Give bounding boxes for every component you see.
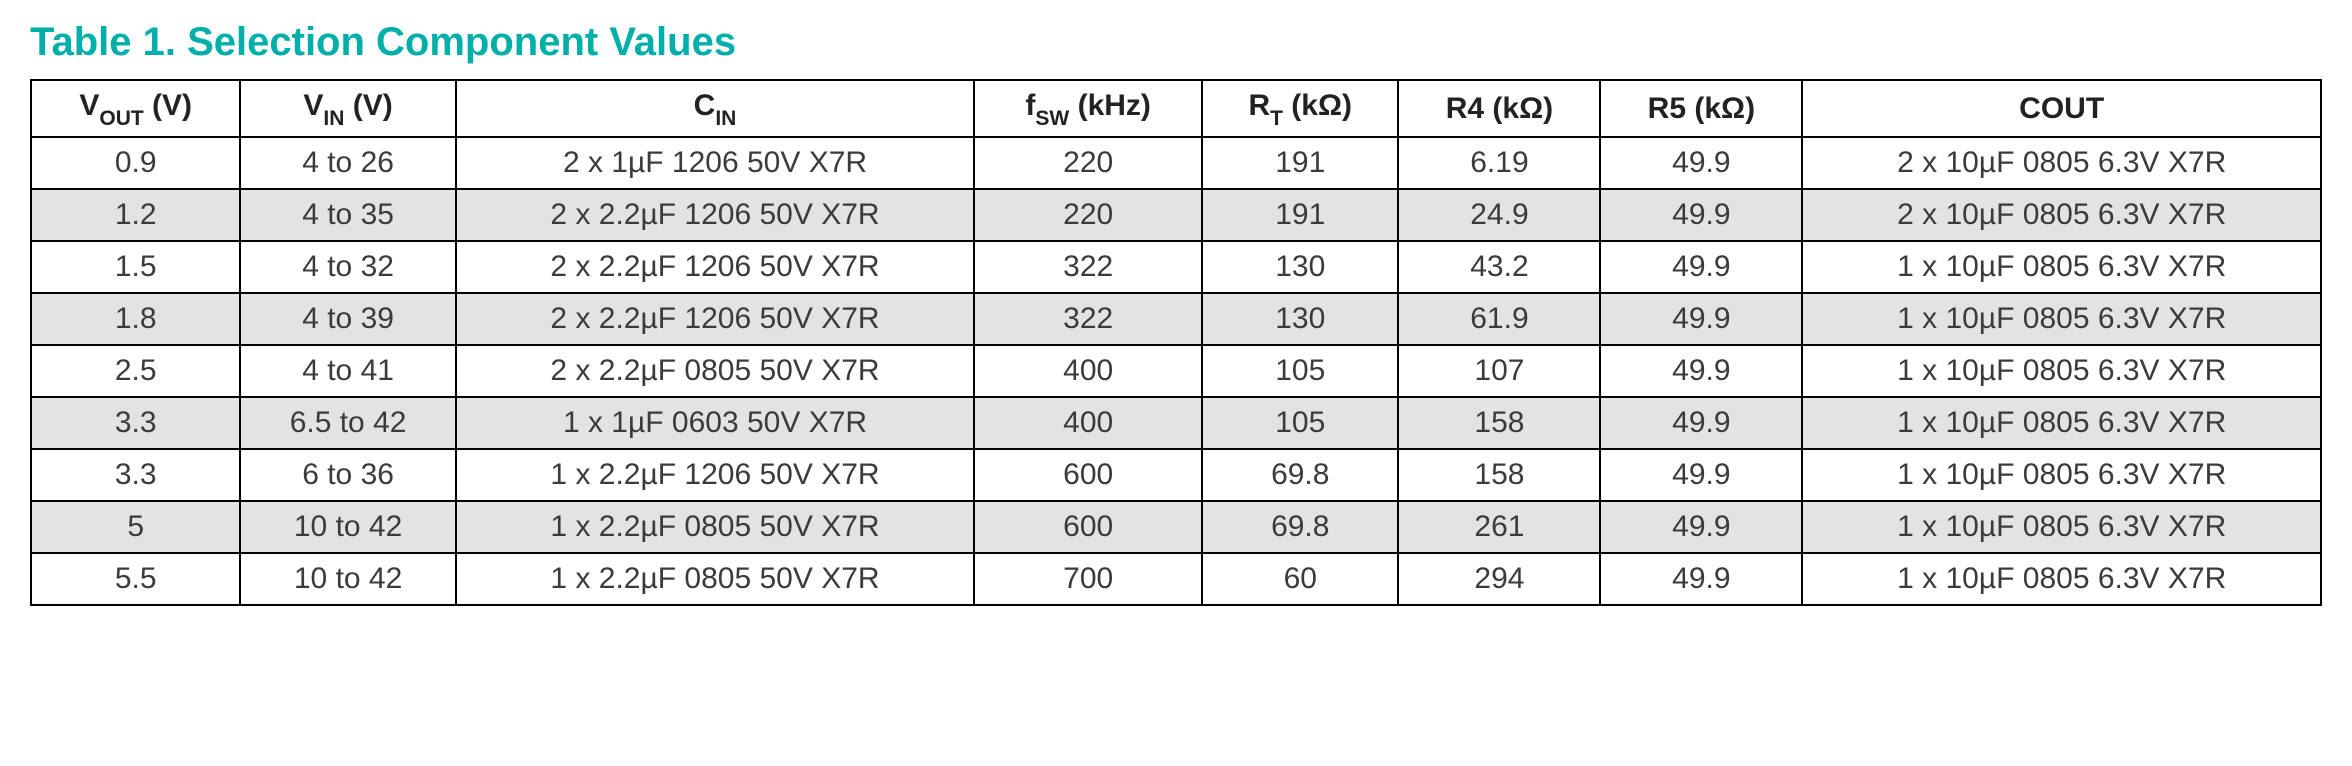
- cell: 2 x 2.2µF 0805 50V X7R: [456, 345, 975, 397]
- cell: 0.9: [31, 137, 240, 189]
- cell: 158: [1398, 449, 1600, 501]
- cell: 69.8: [1202, 501, 1398, 553]
- cell: 1 x 2.2µF 0805 50V X7R: [456, 501, 975, 553]
- table-header-row: VOUT (V) VIN (V) CIN fSW (kHz) RT (kΩ) R…: [31, 80, 2321, 137]
- table-row: 1.24 to 352 x 2.2µF 1206 50V X7R22019124…: [31, 189, 2321, 241]
- cell: 1.5: [31, 241, 240, 293]
- cell: 158: [1398, 397, 1600, 449]
- cell: 130: [1202, 241, 1398, 293]
- cell: 105: [1202, 397, 1398, 449]
- cell: 6 to 36: [240, 449, 455, 501]
- cell: 1 x 2.2µF 0805 50V X7R: [456, 553, 975, 605]
- cell: 4 to 35: [240, 189, 455, 241]
- cell: 1.8: [31, 293, 240, 345]
- cell: 60: [1202, 553, 1398, 605]
- cell: 24.9: [1398, 189, 1600, 241]
- col-header-vin: VIN (V): [240, 80, 455, 137]
- cell: 49.9: [1600, 553, 1802, 605]
- cell: 220: [974, 137, 1202, 189]
- col-header-fsw: fSW (kHz): [974, 80, 1202, 137]
- col-header-cout: COUT: [1802, 80, 2321, 137]
- table-row: 1.84 to 392 x 2.2µF 1206 50V X7R32213061…: [31, 293, 2321, 345]
- cell: 69.8: [1202, 449, 1398, 501]
- cell: 49.9: [1600, 501, 1802, 553]
- cell: 2 x 1µF 1206 50V X7R: [456, 137, 975, 189]
- cell: 1 x 10µF 0805 6.3V X7R: [1802, 553, 2321, 605]
- table-row: 2.54 to 412 x 2.2µF 0805 50V X7R40010510…: [31, 345, 2321, 397]
- cell: 105: [1202, 345, 1398, 397]
- col-header-r4: R4 (kΩ): [1398, 80, 1600, 137]
- cell: 4 to 32: [240, 241, 455, 293]
- cell: 10 to 42: [240, 501, 455, 553]
- table-row: 3.36 to 361 x 2.2µF 1206 50V X7R60069.81…: [31, 449, 2321, 501]
- cell: 220: [974, 189, 1202, 241]
- table-row: 1.54 to 322 x 2.2µF 1206 50V X7R32213043…: [31, 241, 2321, 293]
- cell: 2 x 10µF 0805 6.3V X7R: [1802, 189, 2321, 241]
- cell: 600: [974, 449, 1202, 501]
- col-header-vout: VOUT (V): [31, 80, 240, 137]
- cell: 130: [1202, 293, 1398, 345]
- cell: 1.2: [31, 189, 240, 241]
- cell: 322: [974, 293, 1202, 345]
- cell: 1 x 10µF 0805 6.3V X7R: [1802, 345, 2321, 397]
- table-row: 510 to 421 x 2.2µF 0805 50V X7R60069.826…: [31, 501, 2321, 553]
- cell: 1 x 2.2µF 1206 50V X7R: [456, 449, 975, 501]
- cell: 700: [974, 553, 1202, 605]
- cell: 10 to 42: [240, 553, 455, 605]
- cell: 5.5: [31, 553, 240, 605]
- cell: 1 x 10µF 0805 6.3V X7R: [1802, 293, 2321, 345]
- col-header-cin: CIN: [456, 80, 975, 137]
- table-title: Table 1. Selection Component Values: [30, 20, 2322, 65]
- cell: 261: [1398, 501, 1600, 553]
- cell: 43.2: [1398, 241, 1600, 293]
- cell: 107: [1398, 345, 1600, 397]
- cell: 4 to 39: [240, 293, 455, 345]
- cell: 49.9: [1600, 449, 1802, 501]
- cell: 49.9: [1600, 345, 1802, 397]
- table-row: 5.510 to 421 x 2.2µF 0805 50V X7R7006029…: [31, 553, 2321, 605]
- cell: 1 x 10µF 0805 6.3V X7R: [1802, 241, 2321, 293]
- cell: 49.9: [1600, 189, 1802, 241]
- cell: 49.9: [1600, 241, 1802, 293]
- cell: 3.3: [31, 449, 240, 501]
- table-row: 3.36.5 to 421 x 1µF 0603 50V X7R40010515…: [31, 397, 2321, 449]
- cell: 2 x 2.2µF 1206 50V X7R: [456, 241, 975, 293]
- cell: 61.9: [1398, 293, 1600, 345]
- cell: 2 x 2.2µF 1206 50V X7R: [456, 189, 975, 241]
- table-row: 0.94 to 262 x 1µF 1206 50V X7R2201916.19…: [31, 137, 2321, 189]
- cell: 400: [974, 397, 1202, 449]
- cell: 2.5: [31, 345, 240, 397]
- cell: 600: [974, 501, 1202, 553]
- component-values-table: VOUT (V) VIN (V) CIN fSW (kHz) RT (kΩ) R…: [30, 79, 2322, 606]
- cell: 1 x 1µF 0603 50V X7R: [456, 397, 975, 449]
- cell: 191: [1202, 137, 1398, 189]
- cell: 294: [1398, 553, 1600, 605]
- col-header-r5: R5 (kΩ): [1600, 80, 1802, 137]
- cell: 2 x 2.2µF 1206 50V X7R: [456, 293, 975, 345]
- cell: 3.3: [31, 397, 240, 449]
- cell: 1 x 10µF 0805 6.3V X7R: [1802, 449, 2321, 501]
- table-body: 0.94 to 262 x 1µF 1206 50V X7R2201916.19…: [31, 137, 2321, 605]
- cell: 6.5 to 42: [240, 397, 455, 449]
- cell: 4 to 26: [240, 137, 455, 189]
- cell: 4 to 41: [240, 345, 455, 397]
- cell: 5: [31, 501, 240, 553]
- cell: 191: [1202, 189, 1398, 241]
- cell: 6.19: [1398, 137, 1600, 189]
- cell: 49.9: [1600, 137, 1802, 189]
- cell: 2 x 10µF 0805 6.3V X7R: [1802, 137, 2321, 189]
- cell: 49.9: [1600, 293, 1802, 345]
- cell: 1 x 10µF 0805 6.3V X7R: [1802, 501, 2321, 553]
- cell: 322: [974, 241, 1202, 293]
- cell: 49.9: [1600, 397, 1802, 449]
- cell: 400: [974, 345, 1202, 397]
- col-header-rt: RT (kΩ): [1202, 80, 1398, 137]
- cell: 1 x 10µF 0805 6.3V X7R: [1802, 397, 2321, 449]
